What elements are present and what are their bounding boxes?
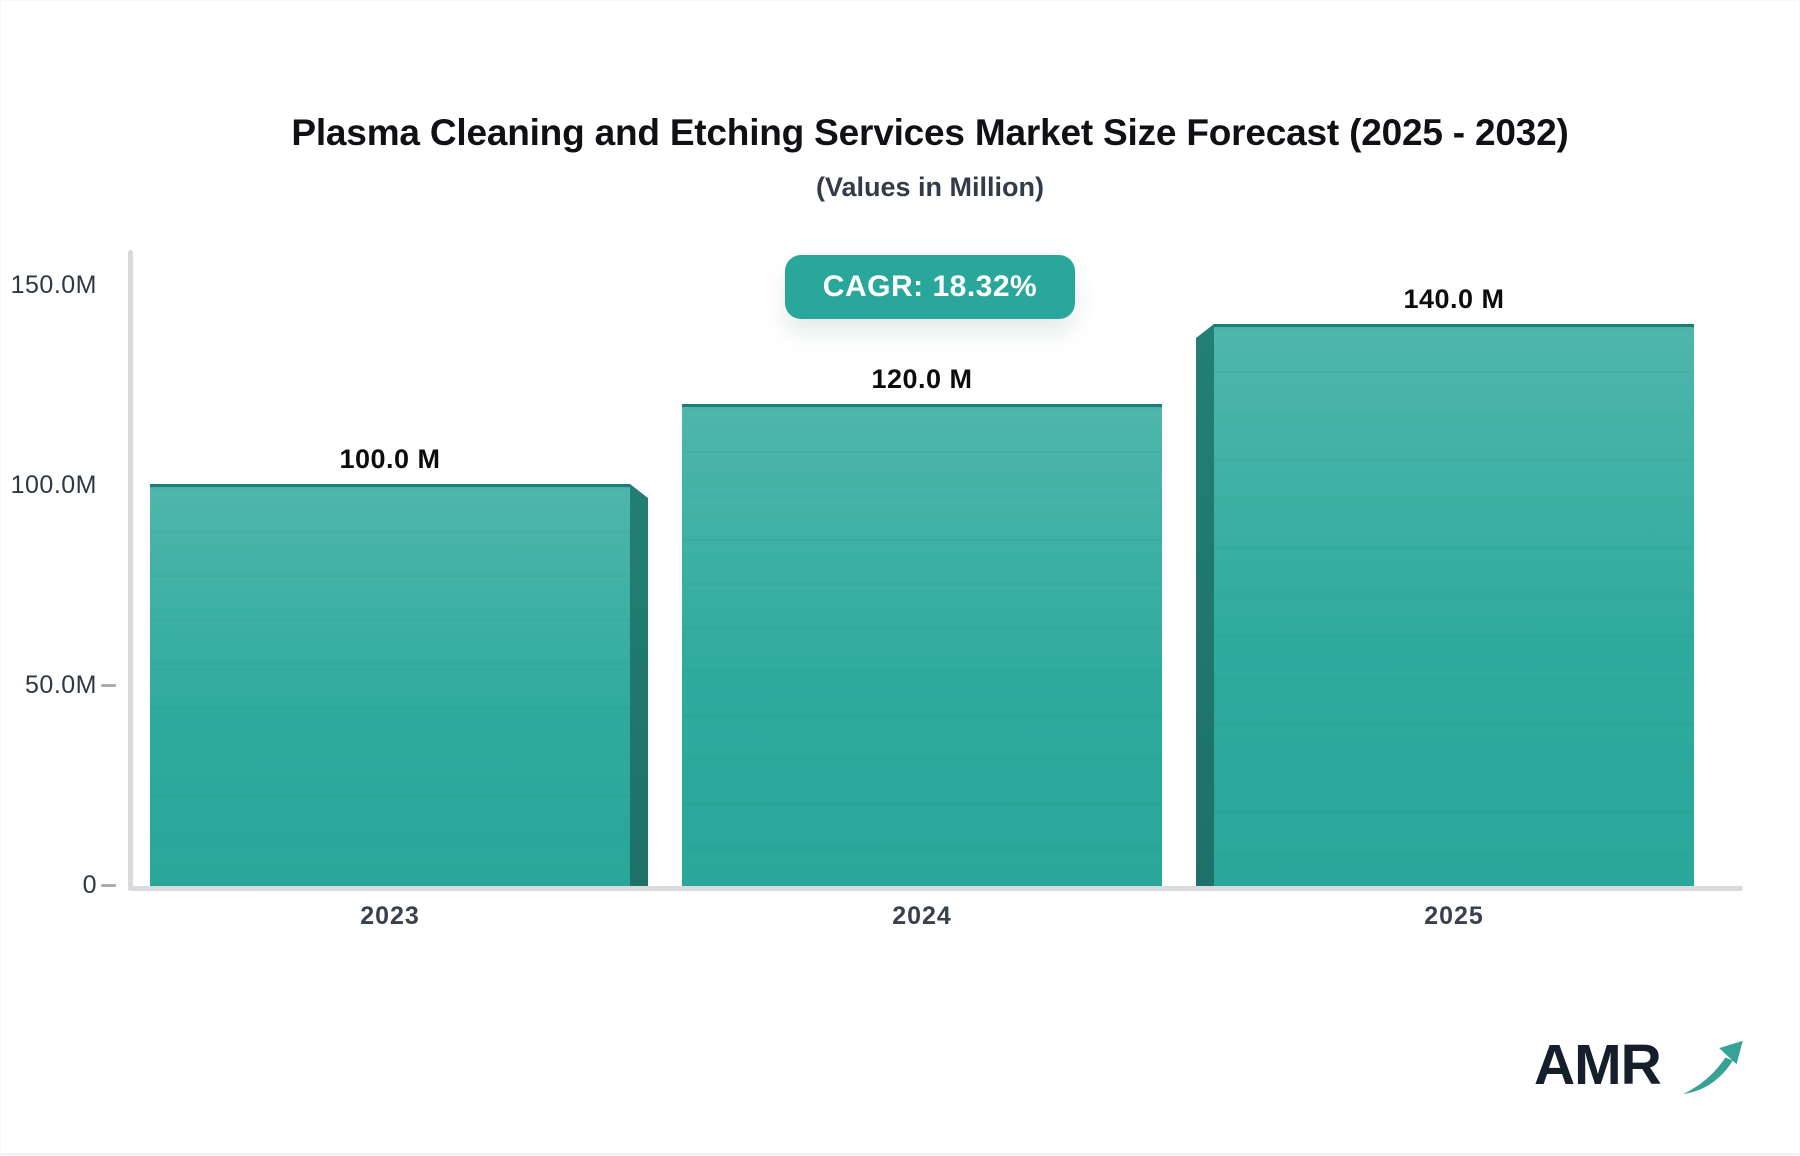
x-axis-category-label: 2024 (892, 902, 952, 930)
bar-value-label: 100.0 M (339, 444, 441, 474)
x-axis-category-label: 2025 (1424, 902, 1484, 930)
y-axis-line (128, 250, 133, 891)
y-axis-tick-mark (101, 884, 116, 887)
y-axis-tick-label: 0 (82, 871, 97, 899)
bar-bevel (630, 484, 648, 886)
cagr-badge-row: CAGR: 18.32% (60, 255, 1800, 319)
x-axis-category-label: 2023 (360, 902, 420, 930)
bar-2024[interactable] (682, 404, 1162, 886)
bar-2023[interactable] (150, 484, 630, 886)
cagr-badge: CAGR: 18.32% (784, 255, 1076, 319)
bar-value-label: 120.0 M (871, 364, 973, 394)
y-axis-tick-label: 50.0M (25, 671, 97, 699)
y-axis-tick-mark (101, 684, 116, 687)
y-axis-tick-label: 150.0M (10, 271, 97, 299)
bar-2025[interactable] (1214, 324, 1694, 886)
y-axis-tick-label: 100.0M (10, 471, 97, 499)
amr-logo: AMR (1534, 1022, 1743, 1112)
growth-arrow-icon (1683, 1040, 1743, 1095)
chart-subtitle: (Values in Million) (815, 172, 1045, 202)
chart-title: Plasma Cleaning and Etching Services Mar… (291, 112, 1569, 153)
bar-value-label: 140.0 M (1403, 284, 1505, 314)
bar-bevel (1196, 324, 1214, 886)
amr-logo-text: AMR (1534, 1033, 1662, 1097)
x-axis-line (128, 886, 1743, 891)
